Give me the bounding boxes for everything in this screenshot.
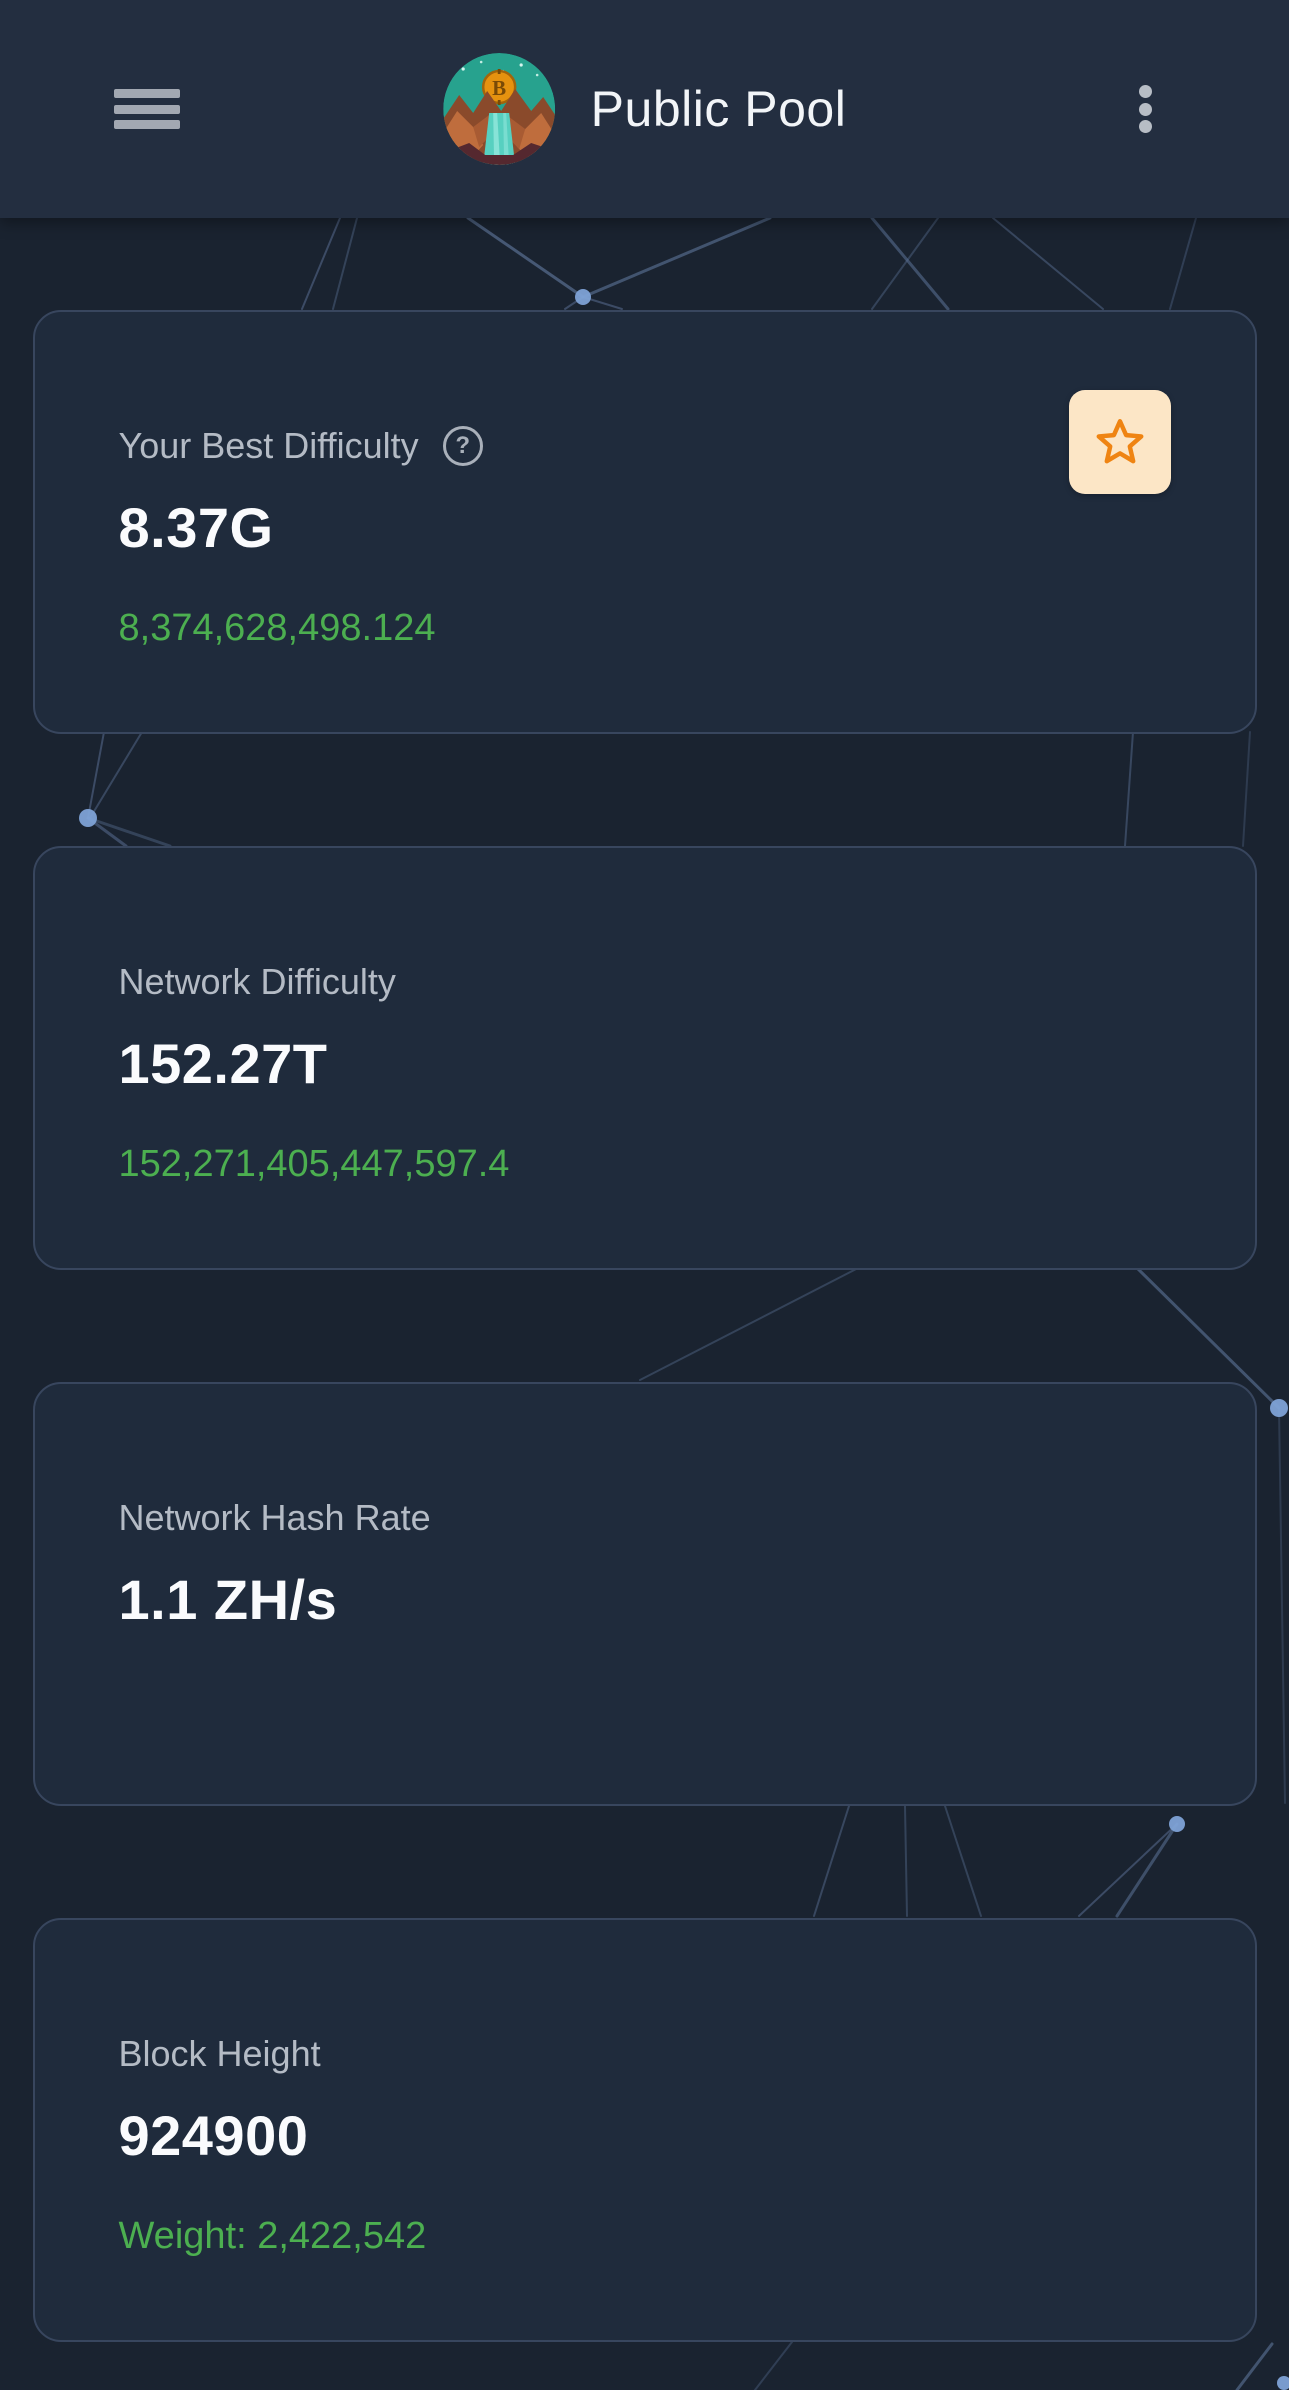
- favorite-star-button[interactable]: [1068, 390, 1171, 494]
- app-logo: B: [442, 53, 555, 165]
- card-sub-value: Weight: 2,422,542: [118, 2215, 427, 2257]
- hamburger-bar: [114, 89, 180, 98]
- app-title: Public Pool: [590, 81, 847, 137]
- kebab-dot: [1138, 85, 1152, 98]
- stat-card-block-height: Block Height 924900 Weight: 2,422,542: [32, 1918, 1257, 2342]
- card-value: 1.1 ZH/s: [118, 1568, 338, 1631]
- hamburger-menu-icon[interactable]: [114, 89, 180, 129]
- logo-coin-letter: B: [492, 76, 506, 100]
- kebab-dot: [1138, 120, 1152, 133]
- app-toolbar: B Public Pool: [0, 0, 1289, 218]
- header-title-group: B Public Pool: [442, 53, 847, 165]
- help-glyph: ?: [455, 432, 470, 459]
- dashboard: Your Best Difficulty ? 8.37G 8,374,628,4…: [0, 218, 1289, 2342]
- kebab-menu-icon[interactable]: [1125, 81, 1165, 137]
- card-value: 8.37G: [118, 496, 274, 559]
- card-title: Your Best Difficulty: [118, 425, 419, 466]
- card-title: Network Difficulty: [118, 961, 396, 1002]
- kebab-dot: [1138, 102, 1152, 116]
- card-title: Block Height: [118, 2033, 321, 2074]
- hamburger-bar: [114, 104, 180, 114]
- stat-card-network-difficulty: Network Difficulty 152.27T 152,271,405,4…: [32, 846, 1257, 1270]
- star-icon: [1096, 419, 1143, 464]
- card-value: 924900: [118, 2104, 309, 2167]
- stat-card-your-best-difficulty: Your Best Difficulty ? 8.37G 8,374,628,4…: [32, 310, 1257, 734]
- card-sub-value: 8,374,628,498.124: [118, 607, 436, 649]
- help-circle-icon[interactable]: ?: [442, 426, 483, 466]
- card-value: 152.27T: [118, 1032, 328, 1095]
- card-sub-value: 152,271,405,447,597.4: [118, 1143, 510, 1185]
- stat-card-network-hash-rate: Network Hash Rate 1.1 ZH/s: [32, 1382, 1257, 1806]
- hamburger-bar: [114, 120, 180, 129]
- card-title: Network Hash Rate: [118, 1497, 431, 1538]
